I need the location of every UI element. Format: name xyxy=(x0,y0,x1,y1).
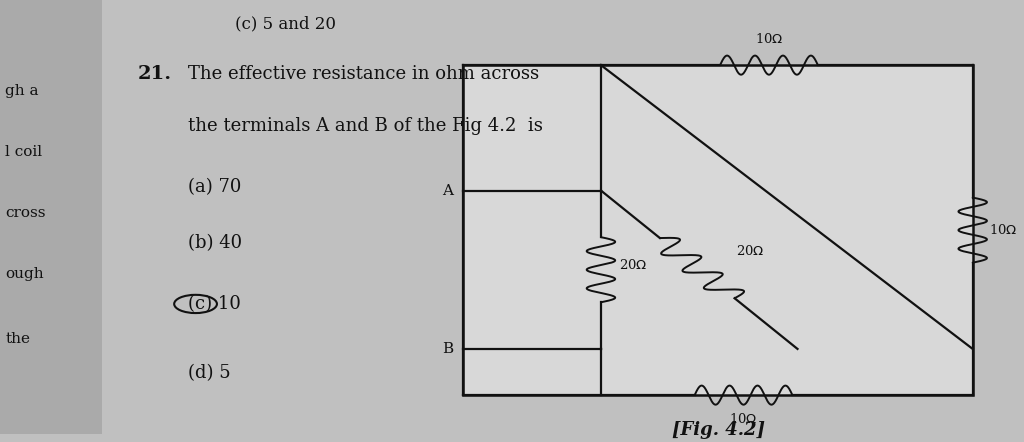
Text: cross: cross xyxy=(5,206,46,220)
Text: 21.: 21. xyxy=(137,65,172,83)
Text: 10$\Omega$: 10$\Omega$ xyxy=(729,412,758,427)
Text: (b) 40: (b) 40 xyxy=(188,234,243,252)
Text: 10$\Omega$: 10$\Omega$ xyxy=(989,223,1018,237)
Text: (a) 70: (a) 70 xyxy=(188,178,242,196)
Text: 20$\Omega$: 20$\Omega$ xyxy=(736,244,765,258)
Text: ough: ough xyxy=(5,267,44,281)
Bar xyxy=(0,0,101,434)
Text: (c) 5 and 20: (c) 5 and 20 xyxy=(234,15,336,32)
Bar xyxy=(464,65,973,395)
Text: B: B xyxy=(442,342,454,356)
Text: (d) 5: (d) 5 xyxy=(188,364,231,382)
Text: the: the xyxy=(5,332,30,346)
Text: the terminals A and B of the Fig 4.2  is: the terminals A and B of the Fig 4.2 is xyxy=(188,117,544,135)
Text: 20$\Omega$: 20$\Omega$ xyxy=(620,259,648,272)
Text: l coil: l coil xyxy=(5,145,42,159)
Text: (c) 10: (c) 10 xyxy=(188,295,242,313)
Text: [Fig. 4.2]: [Fig. 4.2] xyxy=(672,421,765,439)
Text: The effective resistance in ohm across: The effective resistance in ohm across xyxy=(188,65,540,83)
Text: A: A xyxy=(442,183,454,198)
Text: gh a: gh a xyxy=(5,84,39,98)
Text: 10$\Omega$: 10$\Omega$ xyxy=(755,31,783,46)
